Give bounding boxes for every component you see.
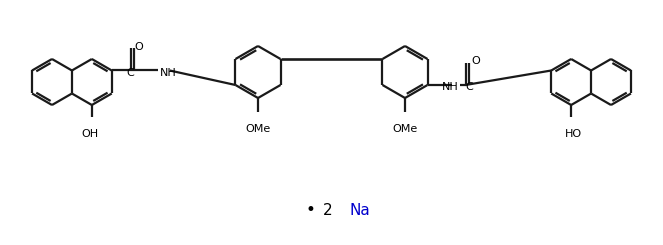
Text: NH: NH: [442, 82, 458, 92]
Text: NH: NH: [160, 68, 176, 77]
Text: 2: 2: [323, 203, 333, 218]
Text: O: O: [135, 41, 143, 51]
Text: OH: OH: [82, 129, 98, 139]
Text: C: C: [465, 82, 473, 92]
Text: Na: Na: [349, 203, 371, 218]
Text: O: O: [471, 56, 480, 66]
Text: •: •: [305, 201, 315, 219]
Text: HO: HO: [565, 129, 581, 139]
Text: OMe: OMe: [392, 124, 418, 134]
Text: OMe: OMe: [245, 124, 271, 134]
Text: C: C: [126, 68, 134, 77]
